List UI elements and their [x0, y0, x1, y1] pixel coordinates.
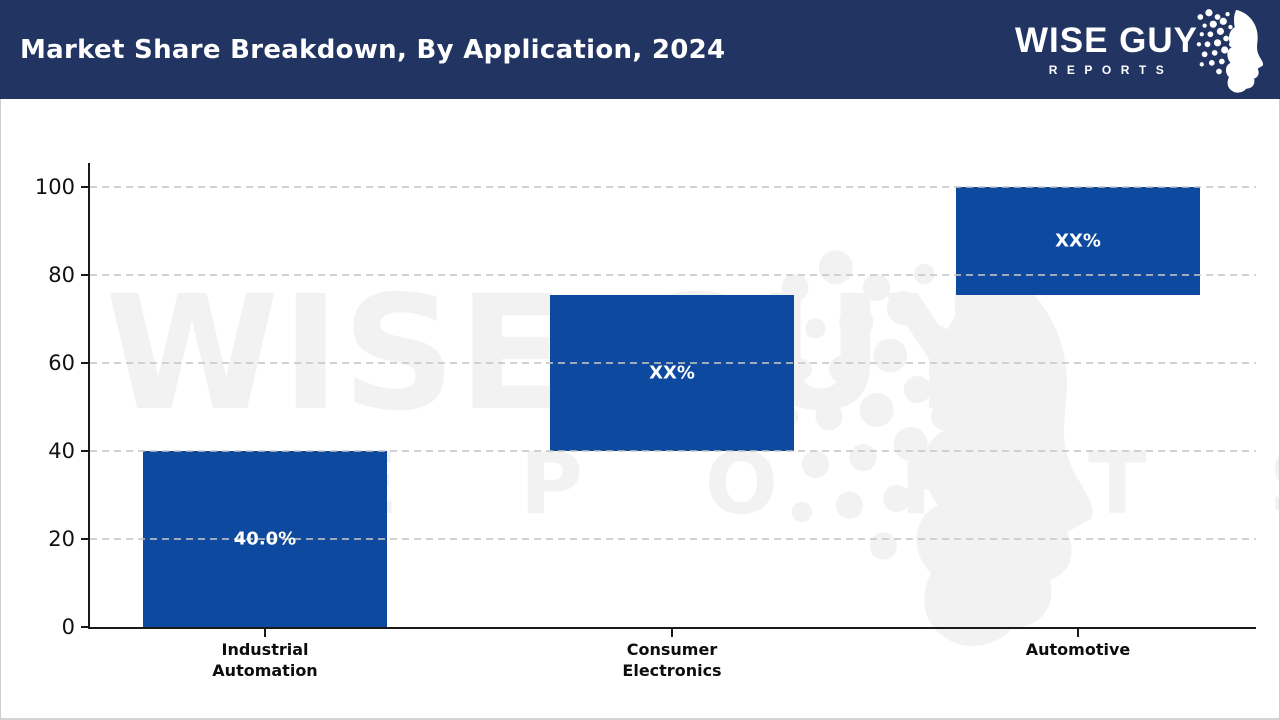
- bar-value-label: 40.0%: [233, 528, 297, 550]
- y-tick-label: 20: [48, 527, 75, 551]
- y-axis-line: [88, 163, 90, 629]
- x-tick-mark: [671, 629, 673, 637]
- x-category-line: Consumer: [626, 640, 718, 659]
- y-tick-mark: [81, 186, 88, 188]
- logo-name-text: WISE GUY: [1014, 20, 1198, 60]
- x-tick-mark: [264, 629, 266, 637]
- gridline: [90, 538, 1256, 540]
- bar-value-label: XX%: [1055, 230, 1101, 252]
- page-title: Market Share Breakdown, By Application, …: [20, 34, 726, 65]
- y-tick-label: 60: [48, 351, 75, 375]
- y-tick-mark: [81, 450, 88, 452]
- y-tick-label: 40: [48, 439, 75, 463]
- gridline: [90, 186, 1256, 188]
- bar-value-label: XX%: [649, 362, 695, 384]
- bar: [956, 187, 1200, 295]
- x-category-label: Automotive: [958, 639, 1198, 660]
- gridline: [90, 362, 1256, 364]
- logo-sub-text: REPORTS: [1048, 62, 1174, 77]
- y-tick-mark: [81, 538, 88, 540]
- wise-guy-reports-logo: WISE GUY REPORTS: [1015, 7, 1266, 93]
- x-tick-mark: [1077, 629, 1079, 637]
- chart-canvas: WISE GUY R E P O R T S 0 20 40 60 80 100 40.0%…: [0, 99, 1280, 720]
- y-tick-mark: [81, 626, 88, 628]
- x-category-line: Electronics: [622, 661, 722, 680]
- gridline: [90, 274, 1256, 276]
- logo-face-icon: [1196, 8, 1264, 93]
- y-tick-mark: [81, 274, 88, 276]
- y-tick-label: 0: [61, 615, 75, 639]
- x-category-label: Consumer Electronics: [552, 639, 792, 681]
- y-tick-label: 100: [34, 175, 75, 199]
- x-axis-line: [88, 627, 1256, 629]
- header-bar: Market Share Breakdown, By Application, …: [0, 0, 1280, 99]
- x-category-line: Automotive: [1025, 640, 1131, 659]
- logo-wordmark: WISE GUY REPORTS: [1015, 23, 1198, 77]
- y-tick-label: 80: [48, 263, 75, 287]
- y-tick-mark: [81, 362, 88, 364]
- x-category-line: Industrial: [221, 640, 309, 659]
- plot-area: 0 20 40 60 80 100 40.0% Industrial Automation XX%…: [1, 99, 1279, 718]
- x-category-line: Automation: [212, 661, 318, 680]
- bar: [550, 294, 794, 451]
- gridline: [90, 450, 1256, 452]
- x-category-label: Industrial Automation: [145, 639, 385, 681]
